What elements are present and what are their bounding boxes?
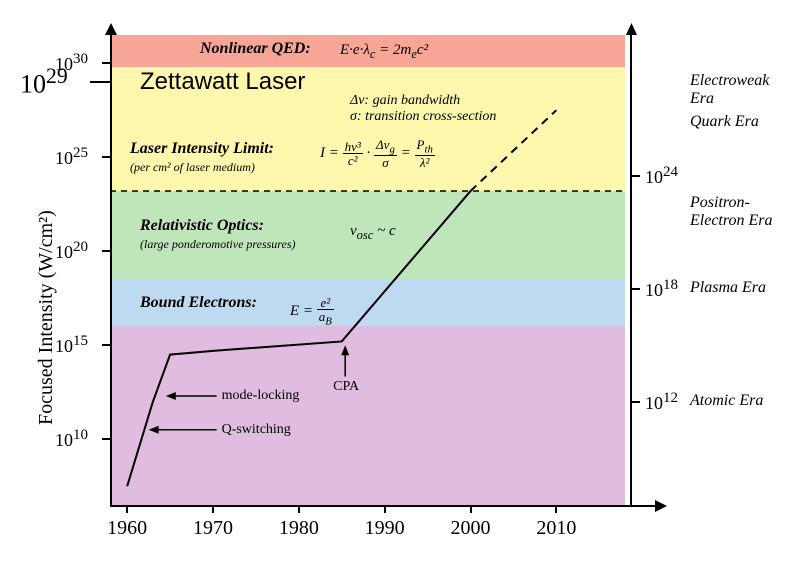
- ytick-right-12: 1012: [645, 390, 678, 414]
- x-axis: [110, 505, 655, 507]
- annotation-modelocking: mode-locking: [222, 388, 300, 404]
- laser-intensity-chart: 1010101510201025103010121018102410291960…: [0, 0, 800, 575]
- xtick-2010: 2010: [536, 517, 576, 540]
- region-label-qed: Nonlinear QED:: [200, 40, 311, 58]
- era-plasma: Plasma Era: [690, 279, 766, 297]
- xtick-1970: 1970: [193, 517, 233, 540]
- xtick-1990: 1990: [365, 517, 405, 540]
- extra-quark: Δν: gain bandwidth σ: transition cross-s…: [350, 93, 496, 125]
- annotation-cpa: CPA: [333, 379, 359, 395]
- ytick-15: 1015: [55, 333, 88, 357]
- formula-quark: I = hν³c² · Δνgσ = Pthλ²: [320, 138, 435, 169]
- region-atomic: [110, 326, 625, 505]
- marker-1e29: 1029: [20, 64, 68, 100]
- annotation-qswitching: Q-switching: [222, 422, 291, 438]
- era-quark: Quark Era: [690, 113, 759, 131]
- y-axis-right: [630, 35, 632, 505]
- xtick-1980: 1980: [279, 517, 319, 540]
- ytick-10: 1010: [55, 427, 88, 451]
- formula-qed: E·e·λc = 2mec²: [340, 42, 428, 62]
- region-label-quark: Laser Intensity Limit:(per cm² of laser …: [130, 140, 274, 176]
- era-electroweak: Electroweak Era: [690, 72, 769, 108]
- era-positron-: Positron- Electron Era: [690, 194, 773, 230]
- zettawatt-label: Zettawatt Laser: [140, 68, 305, 96]
- era-atomic: Atomic Era: [690, 392, 763, 410]
- ytick-right-24: 1024: [645, 164, 678, 188]
- xtick-2000: 2000: [451, 517, 491, 540]
- ytick-25: 1025: [55, 145, 88, 169]
- y-axis-title: Focused Intensity (W/cm²): [35, 210, 58, 425]
- formula-relativistic: vosc ~ c: [350, 223, 396, 243]
- xtick-1960: 1960: [107, 517, 147, 540]
- ytick-20: 1020: [55, 239, 88, 263]
- region-label-relativistic: Relativistic Optics:(large ponderomotive…: [140, 217, 296, 253]
- ytick-right-18: 1018: [645, 277, 678, 301]
- y-axis: [110, 35, 112, 505]
- region-label-atomic: Bound Electrons:: [140, 294, 257, 312]
- formula-atomic: E = e²aB: [290, 296, 334, 327]
